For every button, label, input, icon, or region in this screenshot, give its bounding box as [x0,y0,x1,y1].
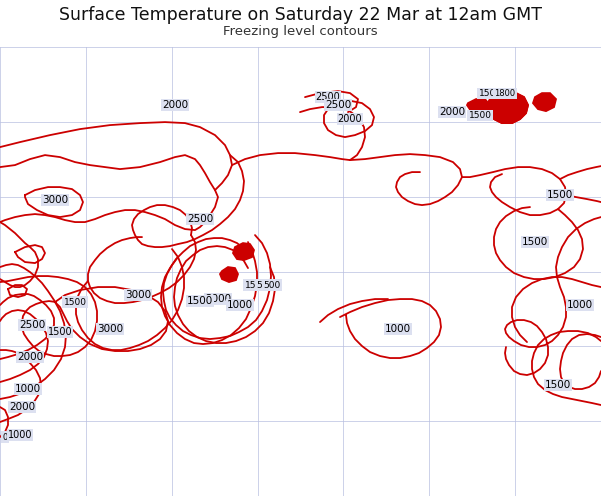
Text: 1000: 1000 [15,384,41,394]
Text: 1000: 1000 [8,430,32,440]
Text: 0: 0 [2,433,8,441]
Text: 1500: 1500 [64,298,87,307]
Text: 2000: 2000 [162,100,188,110]
Polygon shape [467,99,490,114]
Text: 2000: 2000 [9,402,35,412]
Text: 500: 500 [263,281,281,290]
Text: 1500: 1500 [478,89,501,98]
Text: 500: 500 [257,281,273,290]
Text: 3000: 3000 [125,290,151,300]
Text: 1000: 1000 [227,300,253,310]
Text: 2500: 2500 [325,100,351,110]
Polygon shape [488,93,528,123]
Polygon shape [220,267,238,282]
Polygon shape [233,243,254,260]
Text: Surface Temperature on Saturday 22 Mar at 12am GMT: Surface Temperature on Saturday 22 Mar a… [59,6,542,24]
Text: 1800: 1800 [495,89,516,98]
Text: 1500: 1500 [547,190,573,200]
Text: 1000: 1000 [567,300,593,310]
Text: 3000: 3000 [97,324,123,334]
Polygon shape [533,93,556,111]
Text: 3000: 3000 [42,195,68,205]
Text: 1500: 1500 [545,380,571,390]
Text: 2000: 2000 [205,294,231,304]
Text: 1500: 1500 [245,281,267,290]
Text: 1500: 1500 [47,327,72,337]
Text: 1000: 1000 [385,324,411,334]
Text: 1500: 1500 [469,111,492,120]
Text: 2500: 2500 [316,92,340,102]
Text: 1500: 1500 [522,237,548,247]
Text: 2000: 2000 [17,352,43,362]
Text: 2000: 2000 [338,114,362,124]
Text: 2500: 2500 [19,320,45,330]
Text: Freezing level contours: Freezing level contours [223,24,378,38]
Text: 1500: 1500 [187,296,213,306]
Text: 2000: 2000 [439,107,465,117]
Text: 2500: 2500 [187,214,213,224]
